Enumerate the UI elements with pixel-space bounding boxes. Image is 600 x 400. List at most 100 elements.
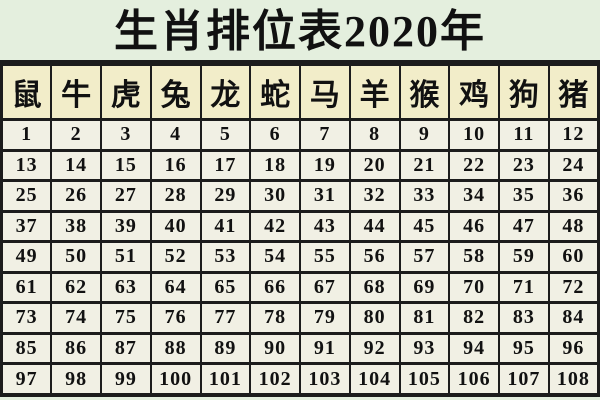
rank-cell: 7	[299, 118, 351, 152]
title-band: 生肖排位表2020年	[0, 0, 600, 63]
rank-cell: 46	[448, 209, 500, 244]
zodiac-header-cell: 猪	[547, 63, 600, 121]
rank-cell: 58	[448, 240, 500, 274]
rank-cell: 96	[547, 331, 600, 366]
rank-cell: 11	[498, 118, 550, 152]
rank-cell: 44	[348, 209, 401, 244]
rank-cell: 9	[398, 118, 451, 152]
rank-cell: 91	[299, 331, 351, 366]
rank-cell: 90	[249, 331, 301, 366]
rank-cell: 50	[50, 240, 102, 274]
rank-cell: 24	[547, 148, 600, 183]
rank-cell: 105	[398, 362, 451, 398]
zodiac-header-row: 鼠牛虎兔龙蛇马羊猴鸡狗猪	[0, 63, 600, 121]
rank-cell: 67	[299, 270, 351, 305]
rank-cell: 41	[199, 209, 252, 244]
rank-cell: 57	[398, 240, 451, 274]
zodiac-header-cell: 牛	[50, 63, 102, 121]
rank-cell: 8	[348, 118, 401, 152]
rank-cell: 53	[199, 240, 252, 274]
rank-cell: 66	[249, 270, 301, 305]
zodiac-header-cell: 蛇	[249, 63, 301, 121]
rank-cell: 36	[547, 179, 600, 213]
rank-cell: 29	[199, 179, 252, 213]
rank-cell: 34	[448, 179, 500, 213]
rank-cell: 48	[547, 209, 600, 244]
zodiac-header-cell: 虎	[100, 63, 152, 121]
table-row: 25 26 27 28 29 30 31 32 33 34 35 36	[0, 179, 600, 213]
rank-cell: 16	[149, 148, 202, 183]
rank-cell: 61	[0, 270, 53, 305]
zodiac-header-cell: 羊	[348, 63, 401, 121]
rank-cell: 94	[448, 331, 500, 366]
zodiac-header-cell: 猴	[398, 63, 451, 121]
rank-cell: 101	[199, 362, 252, 398]
rank-cell: 71	[498, 270, 550, 305]
rank-cell: 30	[249, 179, 301, 213]
rank-cell: 84	[547, 301, 600, 335]
rank-cell: 102	[249, 362, 301, 398]
rank-cell: 87	[100, 331, 152, 366]
rank-cell: 95	[498, 331, 550, 366]
rank-cell: 32	[348, 179, 401, 213]
rank-cell: 72	[547, 270, 600, 305]
rank-cell: 106	[448, 362, 500, 398]
rank-cell: 60	[547, 240, 600, 274]
rank-cell: 6	[249, 118, 301, 152]
zodiac-header-cell: 鸡	[448, 63, 500, 121]
zodiac-header-cell: 狗	[498, 63, 550, 121]
rank-cell: 76	[149, 301, 202, 335]
rank-cell: 65	[199, 270, 252, 305]
page-title: 生肖排位表2020年	[114, 7, 486, 56]
table-row: 61 62 63 64 65 66 67 68 69 70 71 72	[0, 270, 600, 305]
rank-cell: 12	[547, 118, 600, 152]
rank-cell: 93	[398, 331, 451, 366]
rank-cell: 19	[299, 148, 351, 183]
rank-cell: 33	[398, 179, 451, 213]
rank-cell: 49	[0, 240, 53, 274]
rank-cell: 62	[50, 270, 102, 305]
rank-cell: 35	[498, 179, 550, 213]
rank-cell: 63	[100, 270, 152, 305]
rank-cell: 89	[199, 331, 252, 366]
rank-cell: 21	[398, 148, 451, 183]
rank-cell: 80	[348, 301, 401, 335]
rank-cell: 99	[100, 362, 152, 398]
rank-cell: 51	[100, 240, 152, 274]
rank-cell: 74	[50, 301, 102, 335]
zodiac-table-body: 1 2 3 4 5 6 7 8 9 10 11 12 13 14 15 16 17 18 19 20 21 22 23 24 2…	[0, 118, 600, 398]
rank-cell: 43	[299, 209, 351, 244]
rank-cell: 47	[498, 209, 550, 244]
rank-cell: 26	[50, 179, 102, 213]
rank-cell: 38	[50, 209, 102, 244]
rank-cell: 79	[299, 301, 351, 335]
rank-cell: 14	[50, 148, 102, 183]
rank-cell: 18	[249, 148, 301, 183]
rank-cell: 77	[199, 301, 252, 335]
table-header-row: 鼠牛虎兔龙蛇马羊猴鸡狗猪	[0, 63, 600, 121]
table-row: 37 38 39 40 41 42 43 44 45 46 47 48	[0, 209, 600, 244]
zodiac-rank-table: 鼠牛虎兔龙蛇马羊猴鸡狗猪 1 2 3 4 5 6 7 8 9 10 11 12 13 14 15 16 17 18…	[0, 63, 600, 398]
rank-cell: 54	[249, 240, 301, 274]
rank-cell: 100	[149, 362, 202, 398]
rank-cell: 64	[149, 270, 202, 305]
rank-cell: 104	[348, 362, 401, 398]
rank-cell: 108	[547, 362, 600, 398]
rank-cell: 83	[498, 301, 550, 335]
table-row: 85 86 87 88 89 90 91 92 93 94 95 96	[0, 331, 600, 366]
rank-cell: 42	[249, 209, 301, 244]
rank-cell: 107	[498, 362, 550, 398]
rank-cell: 73	[0, 301, 53, 335]
zodiac-header-cell: 鼠	[0, 63, 53, 121]
rank-cell: 82	[448, 301, 500, 335]
rank-cell: 25	[0, 179, 53, 213]
zodiac-header-cell: 龙	[199, 63, 252, 121]
rank-cell: 10	[448, 118, 500, 152]
table-row: 1 2 3 4 5 6 7 8 9 10 11 12	[0, 118, 600, 152]
rank-cell: 75	[100, 301, 152, 335]
rank-cell: 85	[0, 331, 53, 366]
rank-cell: 70	[448, 270, 500, 305]
rank-cell: 4	[149, 118, 202, 152]
rank-cell: 69	[398, 270, 451, 305]
rank-cell: 55	[299, 240, 351, 274]
